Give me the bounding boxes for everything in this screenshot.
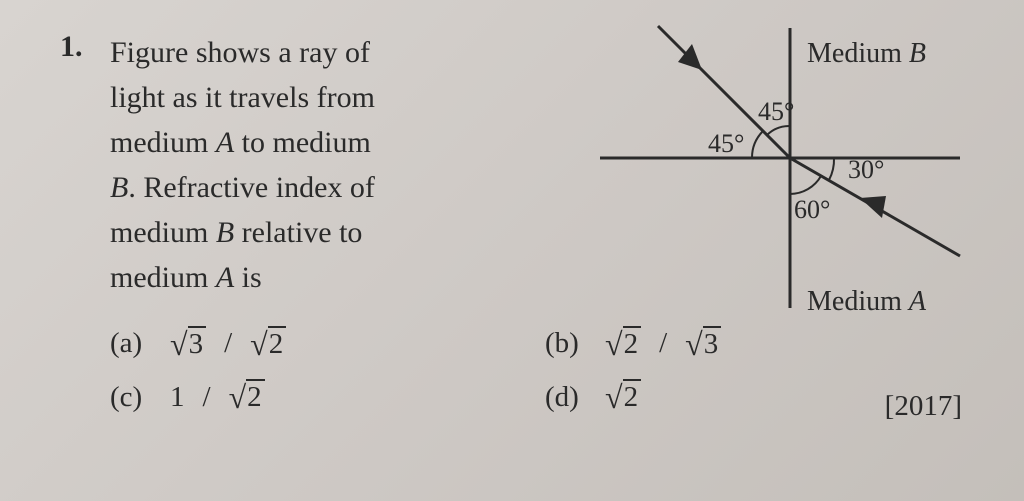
q-medium-b-start: B	[110, 171, 128, 204]
q-medium-a2: A	[216, 261, 234, 294]
option-d: (d) √2	[545, 379, 890, 414]
question-number: 1.	[60, 30, 83, 64]
option-c-label: (c)	[110, 381, 156, 414]
option-b-label: (b)	[545, 327, 591, 360]
sqrt-2: √2	[605, 379, 641, 414]
q-line3b: to medium	[234, 126, 371, 159]
angle-arc-upper-inner	[767, 126, 790, 135]
question-text: Figure shows a ray of light as it travel…	[110, 30, 540, 300]
angle-60: 60°	[794, 195, 830, 224]
options-grid: (a) √3 / √2 (b) √2 / √3 (c) 1 / √2 (d) √…	[110, 326, 890, 415]
sqrt-3: √3	[685, 326, 721, 361]
sqrt-2: √2	[229, 379, 265, 414]
option-c: (c) 1 / √2	[110, 379, 455, 414]
option-d-label: (d)	[545, 381, 591, 414]
sqrt-3: √3	[170, 326, 206, 361]
q-line4b: . Refractive index of	[128, 171, 375, 204]
slash: /	[199, 381, 215, 414]
q-line5a: medium	[110, 216, 216, 249]
angle-arc-upper-outer	[752, 131, 763, 158]
refraction-diagram: Medium B Medium A 45° 45° 60° 30°	[560, 18, 980, 328]
q-line1: Figure shows a ray of	[110, 36, 370, 69]
option-a: (a) √3 / √2	[110, 326, 455, 361]
slash: /	[655, 327, 671, 360]
angle-arc-lower-right	[829, 158, 834, 180]
sqrt-2: √2	[605, 326, 641, 361]
sqrt-2: √2	[250, 326, 286, 361]
refracted-arrowhead-icon	[860, 196, 886, 218]
slash: /	[220, 327, 236, 360]
q-line2: light as it travels from	[110, 81, 375, 114]
q-line6b: is	[234, 261, 262, 294]
q-line3a: medium	[110, 126, 216, 159]
year-tag: [2017]	[885, 390, 962, 423]
one: 1	[170, 381, 185, 414]
angle-30: 30°	[848, 155, 884, 184]
angle-45-inner: 45°	[758, 97, 794, 126]
page: 1. Figure shows a ray of light as it tra…	[0, 0, 1024, 435]
q-line6a: medium	[110, 261, 216, 294]
angle-arc-lower-left	[790, 176, 821, 194]
q-medium-b: B	[216, 216, 234, 249]
q-line5b: relative to	[234, 216, 362, 249]
angle-45-outer: 45°	[708, 129, 744, 158]
option-a-label: (a)	[110, 327, 156, 360]
q-medium-a: A	[216, 126, 234, 159]
option-b: (b) √2 / √3	[545, 326, 890, 361]
lower-medium-label: Medium A	[807, 286, 927, 317]
upper-medium-label: Medium B	[807, 38, 926, 69]
